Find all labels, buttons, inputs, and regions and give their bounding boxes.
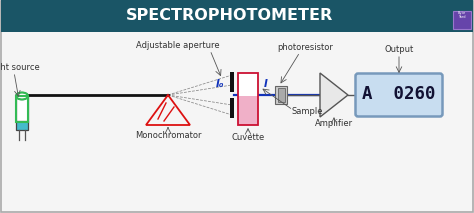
Bar (453, 11, 471, 29)
Text: Monochromator: Monochromator (135, 131, 201, 140)
Bar (230, 98, 234, 118)
Text: I: I (264, 79, 268, 89)
Polygon shape (320, 73, 348, 117)
Text: Adjustable aperture: Adjustable aperture (136, 40, 220, 49)
Text: A  0260: A 0260 (362, 85, 436, 103)
Bar (16, 96, 28, 122)
Bar (275, 86, 287, 104)
Bar (230, 72, 234, 92)
Text: Amplifier: Amplifier (315, 118, 353, 128)
Text: I₀: I₀ (216, 79, 224, 89)
Bar (238, 73, 258, 96)
Text: Output: Output (384, 46, 414, 55)
FancyBboxPatch shape (356, 73, 443, 117)
Bar (16, 96, 28, 122)
Bar (238, 96, 258, 125)
Text: SPECTROPHOTOMETER: SPECTROPHOTOMETER (127, 9, 334, 23)
Bar (238, 73, 258, 125)
Bar (278, 88, 285, 102)
Bar (1, 0, 473, 32)
Bar (16, 121, 28, 130)
Text: Byte
Yard: Byte Yard (458, 11, 466, 19)
Ellipse shape (16, 92, 28, 99)
Text: Sample: Sample (292, 108, 323, 117)
Text: Cuvette: Cuvette (231, 134, 264, 142)
Text: Light source: Light source (0, 63, 40, 72)
Text: photoresistor: photoresistor (277, 43, 333, 52)
